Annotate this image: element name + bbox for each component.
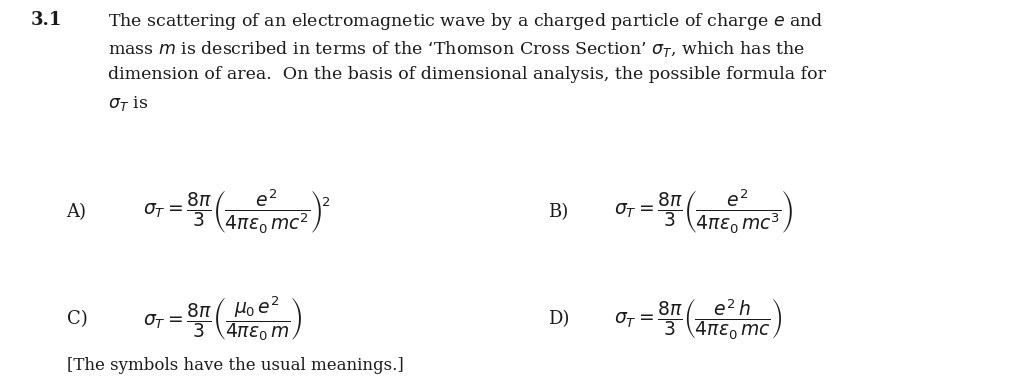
Text: 3.1: 3.1	[31, 11, 62, 29]
Text: B): B)	[548, 203, 568, 221]
Text: $\sigma_T = \dfrac{8\pi}{3}\left(\dfrac{e^2}{4\pi\epsilon_0\, mc^3}\right)$: $\sigma_T = \dfrac{8\pi}{3}\left(\dfrac{…	[614, 188, 795, 236]
Text: The scattering of an electromagnetic wave by a charged particle of charge $e$ an: The scattering of an electromagnetic wav…	[108, 11, 823, 32]
Text: C): C)	[67, 310, 87, 328]
Text: dimension of area.  On the basis of dimensional analysis, the possible formula f: dimension of area. On the basis of dimen…	[108, 66, 825, 84]
Text: $\sigma_T$ is: $\sigma_T$ is	[108, 94, 147, 113]
Text: A): A)	[67, 203, 87, 221]
Text: $\sigma_T = \dfrac{8\pi}{3}\left(\dfrac{e^2\, h}{4\pi\epsilon_0\, mc}\right)$: $\sigma_T = \dfrac{8\pi}{3}\left(\dfrac{…	[614, 296, 782, 342]
Text: $\sigma_T = \dfrac{8\pi}{3}\left(\dfrac{e^2}{4\pi\epsilon_0\, mc^2}\right)^{\!2}: $\sigma_T = \dfrac{8\pi}{3}\left(\dfrac{…	[143, 188, 332, 236]
Text: $\sigma_T = \dfrac{8\pi}{3}\left(\dfrac{\mu_0\, e^2}{4\pi\epsilon_0\, m}\right)$: $\sigma_T = \dfrac{8\pi}{3}\left(\dfrac{…	[143, 295, 303, 343]
Text: [The symbols have the usual meanings.]: [The symbols have the usual meanings.]	[67, 357, 403, 374]
Text: mass $m$ is described in terms of the ‘Thomson Cross Section’ $\sigma_T$, which : mass $m$ is described in terms of the ‘T…	[108, 39, 805, 59]
Text: D): D)	[548, 310, 569, 328]
